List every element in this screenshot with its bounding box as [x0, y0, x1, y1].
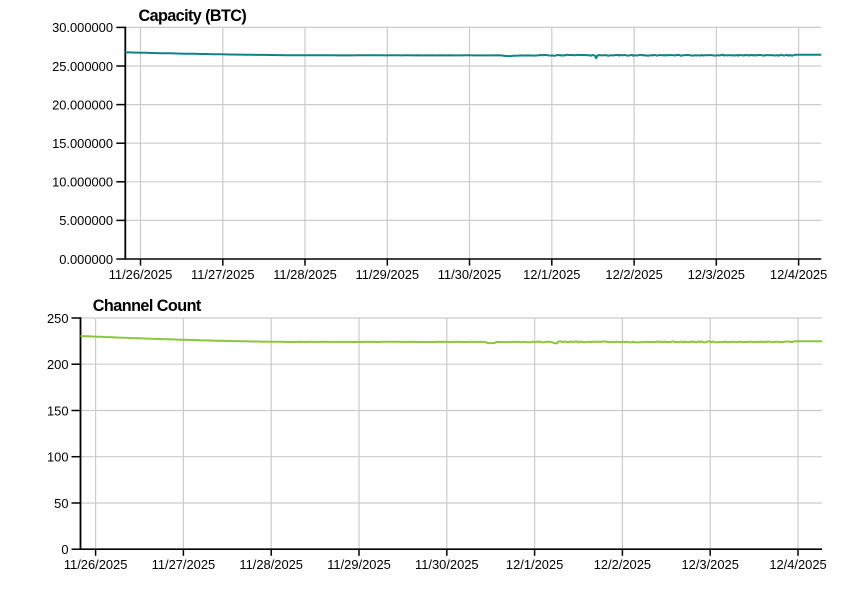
svg-text:11/29/2025: 11/29/2025: [327, 557, 391, 572]
svg-text:11/26/2025: 11/26/2025: [64, 557, 128, 572]
svg-text:11/29/2025: 11/29/2025: [356, 267, 420, 282]
svg-text:10.000000: 10.000000: [52, 175, 113, 190]
svg-text:15.000000: 15.000000: [52, 136, 113, 151]
svg-text:0: 0: [61, 542, 68, 557]
svg-text:11/30/2025: 11/30/2025: [415, 557, 479, 572]
svg-text:Channel Count: Channel Count: [93, 297, 202, 315]
svg-text:0.000000: 0.000000: [59, 252, 113, 267]
svg-text:Capacity (BTC): Capacity (BTC): [139, 7, 247, 25]
svg-text:12/2/2025: 12/2/2025: [594, 557, 651, 572]
svg-text:12/1/2025: 12/1/2025: [506, 557, 563, 572]
svg-text:11/28/2025: 11/28/2025: [273, 267, 337, 282]
svg-text:250: 250: [47, 311, 69, 326]
svg-text:11/27/2025: 11/27/2025: [152, 557, 216, 572]
svg-text:20.000000: 20.000000: [52, 97, 113, 112]
svg-text:12/4/2025: 12/4/2025: [769, 557, 826, 572]
svg-text:100: 100: [47, 450, 69, 465]
svg-text:5.000000: 5.000000: [59, 213, 113, 228]
svg-text:12/4/2025: 12/4/2025: [770, 267, 827, 282]
svg-text:11/28/2025: 11/28/2025: [239, 557, 303, 572]
svg-text:150: 150: [47, 403, 69, 418]
svg-text:30.000000: 30.000000: [52, 20, 113, 35]
svg-text:12/3/2025: 12/3/2025: [682, 557, 739, 572]
svg-text:200: 200: [47, 357, 69, 372]
svg-text:12/2/2025: 12/2/2025: [605, 267, 662, 282]
svg-text:11/26/2025: 11/26/2025: [109, 267, 173, 282]
svg-text:11/30/2025: 11/30/2025: [438, 267, 502, 282]
svg-text:11/27/2025: 11/27/2025: [191, 267, 255, 282]
svg-text:50: 50: [54, 496, 68, 511]
svg-text:12/1/2025: 12/1/2025: [523, 267, 580, 282]
svg-text:12/3/2025: 12/3/2025: [688, 267, 745, 282]
svg-text:25.000000: 25.000000: [52, 59, 113, 74]
